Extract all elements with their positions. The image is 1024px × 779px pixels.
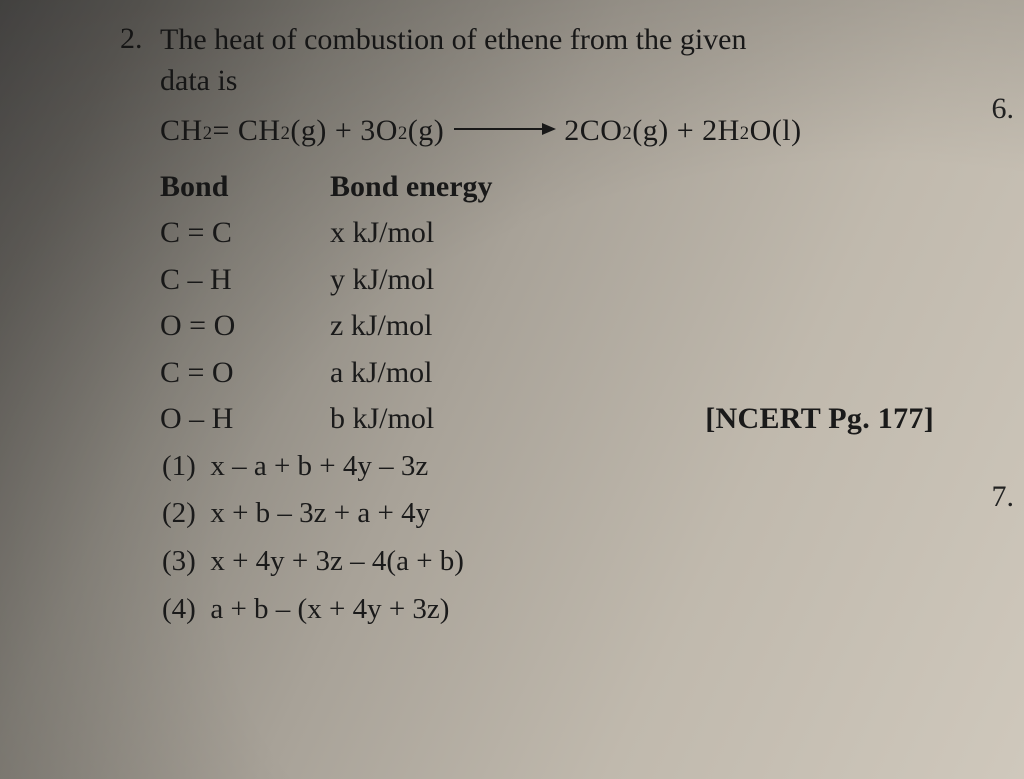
page: 2. The heat of combustion of ethene from… xyxy=(0,0,1024,779)
energy-cell-with-ref: b kJ/mol xyxy=(330,396,705,443)
option-4: (4) a + b – (x + 4y + 3z) xyxy=(162,586,994,634)
bond-header-col2: Bond energy xyxy=(330,164,994,211)
energy-cell: b kJ/mol xyxy=(330,402,434,435)
eq-rhs-a-sub: 2 xyxy=(622,121,632,146)
table-row: C = C x kJ/mol xyxy=(160,210,994,257)
option-1: (1) x – a + b + 4y – 3z xyxy=(162,443,994,491)
bond-cell: O – H xyxy=(160,396,330,443)
bond-cell: C = O xyxy=(160,350,330,397)
bond-table: Bond Bond energy C = C x kJ/mol C – H y … xyxy=(160,164,994,443)
reaction-arrow-icon xyxy=(454,128,554,130)
question-row: 2. The heat of combustion of ethene from… xyxy=(120,20,994,634)
eq-lhs-b-sub: 2 xyxy=(281,121,291,146)
eq-lhs-d: (g) xyxy=(408,111,444,152)
bond-header-col1: Bond xyxy=(160,164,330,211)
reaction-equation: CH2 = CH2(g) + 3O2(g) 2CO2(g) + 2H2O(l) xyxy=(160,111,994,152)
bond-cell: O = O xyxy=(160,303,330,350)
bond-table-header: Bond Bond energy xyxy=(160,164,994,211)
eq-rhs-a: 2CO xyxy=(564,111,622,152)
option-number: (4) xyxy=(162,593,196,625)
table-row: O = O z kJ/mol xyxy=(160,303,994,350)
energy-cell: a kJ/mol xyxy=(330,350,994,397)
margin-number-6: 6. xyxy=(992,92,1015,126)
stem-line-1: The heat of combustion of ethene from th… xyxy=(160,20,994,61)
option-text: x + b – 3z + a + 4y xyxy=(210,497,430,529)
energy-cell: y kJ/mol xyxy=(330,257,994,304)
option-2: (2) x + b – 3z + a + 4y xyxy=(162,490,994,538)
ncert-reference: [NCERT Pg. 177] xyxy=(705,396,994,443)
question-body: The heat of combustion of ethene from th… xyxy=(160,20,994,634)
option-text: x + 4y + 3z – 4(a + b) xyxy=(210,545,464,577)
option-number: (1) xyxy=(162,450,196,482)
question-number: 2. xyxy=(120,20,160,56)
eq-lhs-a: CH xyxy=(160,111,203,152)
options-list: (1) x – a + b + 4y – 3z (2) x + b – 3z +… xyxy=(160,443,994,634)
table-row: C – H y kJ/mol xyxy=(160,257,994,304)
stem-line-2: data is xyxy=(160,61,994,102)
bond-cell: C = C xyxy=(160,210,330,257)
option-number: (3) xyxy=(162,545,196,577)
eq-rhs-b-sub: 2 xyxy=(740,121,750,146)
eq-lhs-c: (g) + 3O xyxy=(290,111,398,152)
eq-lhs-b: = CH xyxy=(212,111,280,152)
table-row: C = O a kJ/mol xyxy=(160,350,994,397)
eq-lhs-a-sub: 2 xyxy=(203,121,213,146)
option-number: (2) xyxy=(162,497,196,529)
table-row: O – H b kJ/mol [NCERT Pg. 177] xyxy=(160,396,994,443)
margin-number-7: 7. xyxy=(992,480,1015,514)
bond-cell: C – H xyxy=(160,257,330,304)
energy-cell: z kJ/mol xyxy=(330,303,994,350)
eq-lhs-c-sub: 2 xyxy=(398,121,408,146)
eq-rhs-b: (g) + 2H xyxy=(632,111,740,152)
option-text: x – a + b + 4y – 3z xyxy=(210,450,428,482)
option-text: a + b – (x + 4y + 3z) xyxy=(210,593,449,625)
eq-rhs-c: O(l) xyxy=(750,111,802,152)
option-3: (3) x + 4y + 3z – 4(a + b) xyxy=(162,538,994,586)
energy-cell: x kJ/mol xyxy=(330,210,994,257)
